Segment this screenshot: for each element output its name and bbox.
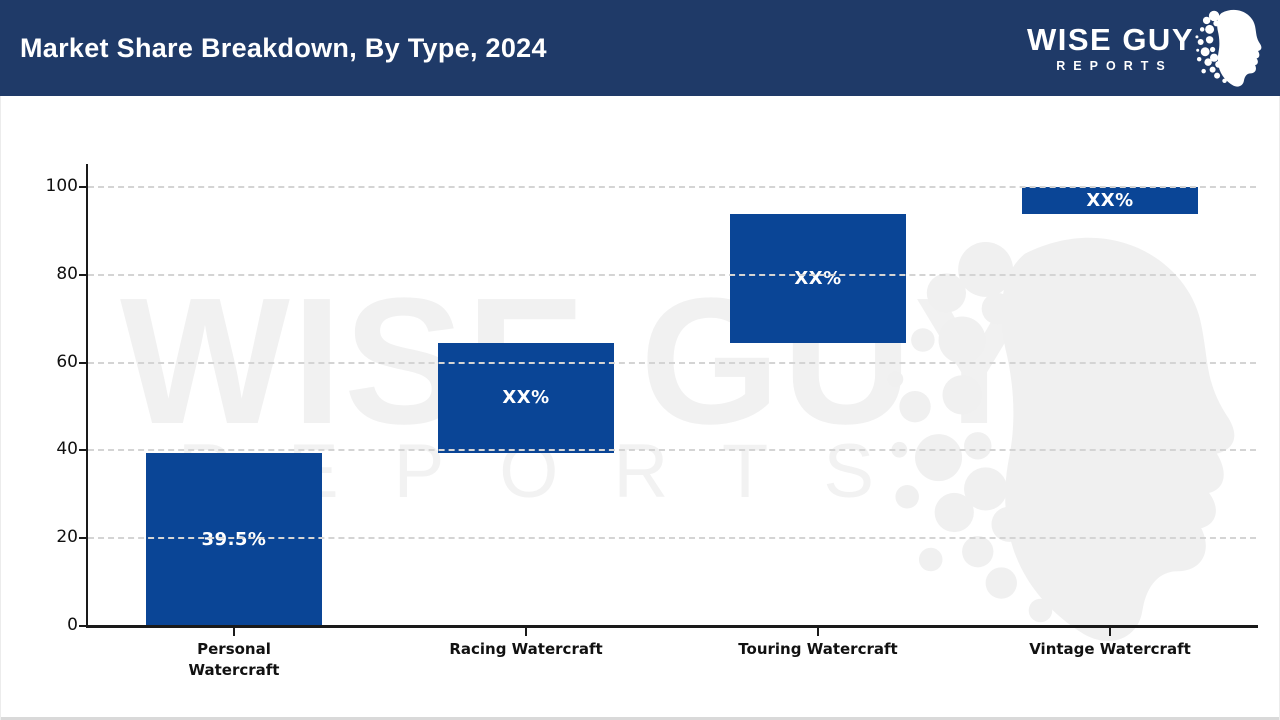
bar: 39.5% xyxy=(146,452,322,626)
y-tick-mark xyxy=(79,273,88,276)
x-tick-mark xyxy=(233,628,235,636)
bar: XX% xyxy=(730,214,906,343)
brand-logo-head-icon xyxy=(1195,9,1262,87)
y-tick-mark xyxy=(79,361,88,364)
bar-value-label: XX% xyxy=(1086,190,1134,212)
y-tick-mark xyxy=(79,449,88,452)
gridline xyxy=(88,186,1256,188)
watermark-dotted-head-icon xyxy=(887,237,1235,642)
y-tick-label: 60 xyxy=(56,351,78,372)
brand-logo-subtitle: REPORTS xyxy=(1056,58,1173,73)
x-category-label: Vintage Watercraft xyxy=(1029,640,1191,658)
x-category-label: Touring Watercraft xyxy=(738,640,898,658)
gridline xyxy=(88,449,1256,452)
header-bar: Market Share Breakdown, By Type, 2024 WI… xyxy=(0,0,1280,96)
y-tick-label: 20 xyxy=(56,527,78,548)
y-tick-label: 80 xyxy=(56,263,78,284)
y-tick-label: 40 xyxy=(56,439,78,460)
x-axis-line xyxy=(86,625,1258,628)
y-tick-label: 100 xyxy=(45,176,78,196)
y-tick-mark xyxy=(79,186,88,188)
x-tick-mark xyxy=(817,628,819,636)
x-category-label: Racing Watercraft xyxy=(449,640,603,658)
bar: XX% xyxy=(438,342,614,453)
y-tick-mark xyxy=(79,537,88,540)
bottom-edge-line xyxy=(0,717,1280,720)
brand-logo-text: WISE GUY REPORTS xyxy=(1026,21,1194,73)
brand-logo: WISE GUY REPORTS xyxy=(1027,4,1268,92)
y-tick-mark xyxy=(79,625,88,627)
page-title: Market Share Breakdown, By Type, 2024 xyxy=(20,32,547,63)
gridline xyxy=(88,361,1256,364)
brand-logo-name: WISE GUY xyxy=(1026,21,1194,57)
y-tick-label: 0 xyxy=(67,615,78,635)
bar-value-label: XX% xyxy=(502,387,550,409)
left-edge-line xyxy=(0,96,1,720)
y-axis-line xyxy=(86,164,88,627)
x-tick-mark xyxy=(525,628,527,636)
bar-value-label: XX% xyxy=(794,268,842,290)
x-tick-mark xyxy=(1109,628,1111,636)
gridline xyxy=(88,273,1256,276)
x-category-label: Personal Watercraft xyxy=(188,640,280,679)
gridline xyxy=(88,537,1256,540)
bar: XX% xyxy=(1022,187,1198,215)
bar-value-label: 39.5% xyxy=(201,528,267,550)
